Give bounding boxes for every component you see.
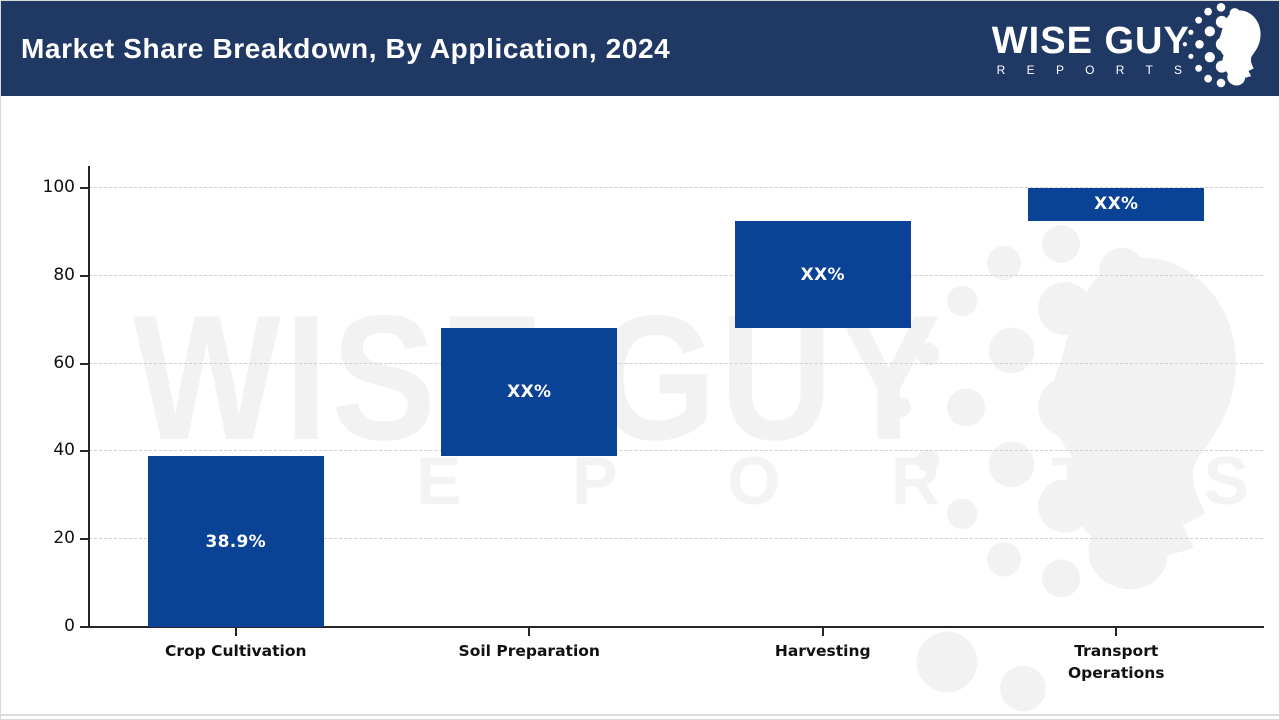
y-tick-label: 40	[53, 440, 75, 461]
x-tick-mark	[234, 628, 237, 636]
x-tick-mark	[821, 628, 824, 636]
y-tick-mark	[80, 187, 88, 189]
logo-wordmark: WISE GUY	[991, 19, 1190, 62]
wise-guy-reports-logo: WISE GUY R E P O R T S	[991, 2, 1265, 89]
x-category-label: Harvesting	[774, 642, 871, 660]
gridline-60	[89, 362, 1263, 364]
logo-face-icon	[1182, 2, 1261, 89]
bar-value-label: 38.9%	[205, 531, 266, 552]
y-tick-label: 100	[42, 177, 75, 197]
y-tick-label: 80	[53, 264, 75, 285]
bar-value-label: XX%	[507, 382, 552, 403]
y-tick-mark	[80, 274, 88, 277]
bar-3: XX%	[734, 220, 911, 329]
bottom-divider	[1, 714, 1279, 716]
bar-value-label: XX%	[1094, 194, 1139, 215]
bar-4: XX%	[1028, 188, 1205, 221]
header: Market Share Breakdown, By Application, …	[1, 1, 1279, 96]
y-tick-label: 20	[53, 528, 75, 549]
bar-2: XX%	[441, 328, 618, 457]
bar-value-label: XX%	[800, 264, 845, 285]
y-tick-mark	[80, 626, 88, 628]
gridline-80	[89, 274, 1263, 276]
logo-text: WISE GUY R E P O R T S	[991, 22, 1191, 76]
x-category-label: Crop Cultivation	[164, 642, 307, 660]
logo-subtitle: R E P O R T S	[996, 62, 1191, 77]
y-axis-line	[88, 166, 90, 628]
x-category-label: Soil Preparation	[458, 642, 600, 660]
x-tick-mark	[1115, 628, 1118, 636]
y-tick-label: 0	[64, 616, 75, 636]
y-tick-mark	[80, 362, 88, 365]
y-tick-label: 60	[53, 352, 75, 373]
page-title: Market Share Breakdown, By Application, …	[21, 32, 671, 64]
gridline-100	[89, 187, 1263, 188]
x-tick-mark	[528, 628, 531, 636]
y-tick-mark	[80, 538, 88, 541]
x-category-label: Transport Operations	[1067, 642, 1165, 682]
y-tick-mark	[80, 450, 88, 453]
bar-1: 38.9%	[147, 456, 324, 627]
x-axis-line	[88, 626, 1264, 628]
gridline-40	[89, 450, 1263, 452]
gridline-20	[89, 538, 1263, 540]
